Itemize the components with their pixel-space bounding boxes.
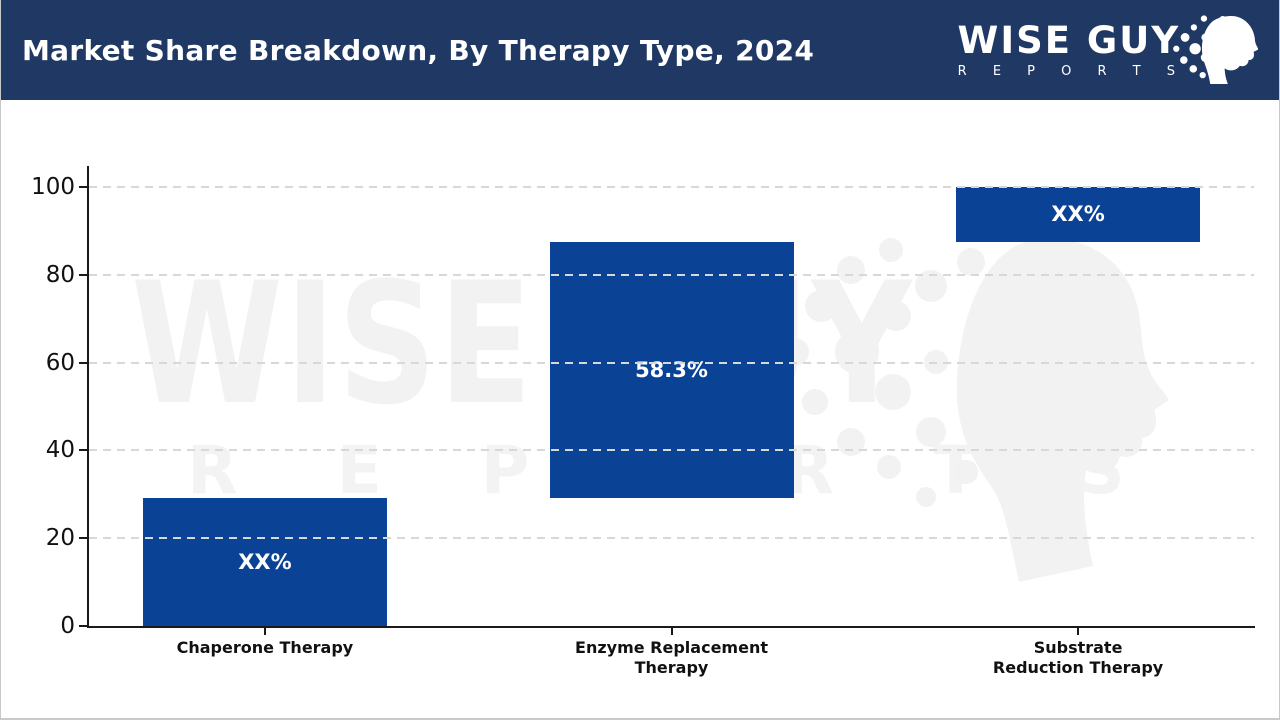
y-tick-mark-60 [79,361,88,364]
gridline-20 [89,537,1254,540]
logo-head-icon [1173,15,1258,84]
bar-chaperone-therapy: XX% [142,497,387,626]
logo-wordmark: WISE GUY [957,18,1181,62]
bar-value-label: XX% [1051,202,1105,227]
x-tick-mark-enzyme-replacement-therapy [670,628,673,635]
y-axis [87,166,89,628]
x-category-label-enzyme-replacement-therapy: Enzyme Replacement Therapy [575,638,768,677]
y-tick-mark-20 [79,537,88,540]
bar-substrate-reduction-therapy: XX% [956,187,1201,242]
y-tick-label-60: 60 [45,349,75,376]
y-tick-mark-0 [79,625,88,627]
y-tick-label-40: 40 [45,437,75,464]
y-tick-label-20: 20 [45,525,75,552]
y-tick-mark-100 [79,186,88,188]
gridline-100 [89,186,1254,188]
gridline-80 [89,273,1254,276]
chart-title: Market Share Breakdown, By Therapy Type,… [22,33,815,67]
y-tick-mark-80 [79,273,88,276]
gridline-60 [89,361,1254,364]
bar-value-label: XX% [238,549,292,574]
x-category-label-substrate-reduction-therapy: Substrate Reduction Therapy [992,638,1164,677]
bar-enzyme-replacement-therapy: 58.3% [549,241,794,498]
x-category-label-chaperone-therapy: Chaperone Therapy [176,638,354,657]
logo-text: WISE GUY R E P O R T S [952,22,1186,79]
x-axis [87,626,1255,628]
x-tick-mark-chaperone-therapy [263,628,266,635]
y-tick-label-100: 100 [31,174,75,200]
wiseguy-logo: WISE GUY R E P O R T S [952,8,1258,92]
header-bar: Market Share Breakdown, By Therapy Type,… [1,0,1279,100]
y-tick-label-0: 0 [60,613,75,639]
gridline-40 [89,449,1254,452]
y-tick-label-80: 80 [45,261,75,288]
x-tick-mark-substrate-reduction-therapy [1077,628,1080,635]
y-tick-mark-40 [79,449,88,452]
logo-subtext: R E P O R T S [957,63,1186,79]
plot-area: XX% 58.3% XX% [89,186,1254,626]
